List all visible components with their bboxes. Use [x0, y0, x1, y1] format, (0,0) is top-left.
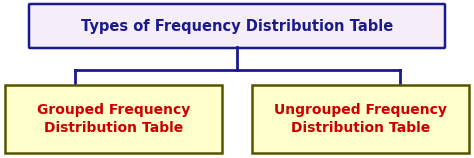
FancyBboxPatch shape [29, 4, 445, 48]
Text: Types of Frequency Distribution Table: Types of Frequency Distribution Table [81, 18, 393, 33]
Text: Ungrouped Frequency
Distribution Table: Ungrouped Frequency Distribution Table [274, 103, 447, 135]
FancyBboxPatch shape [252, 85, 469, 153]
Text: Grouped Frequency
Distribution Table: Grouped Frequency Distribution Table [37, 103, 190, 135]
FancyBboxPatch shape [5, 85, 222, 153]
